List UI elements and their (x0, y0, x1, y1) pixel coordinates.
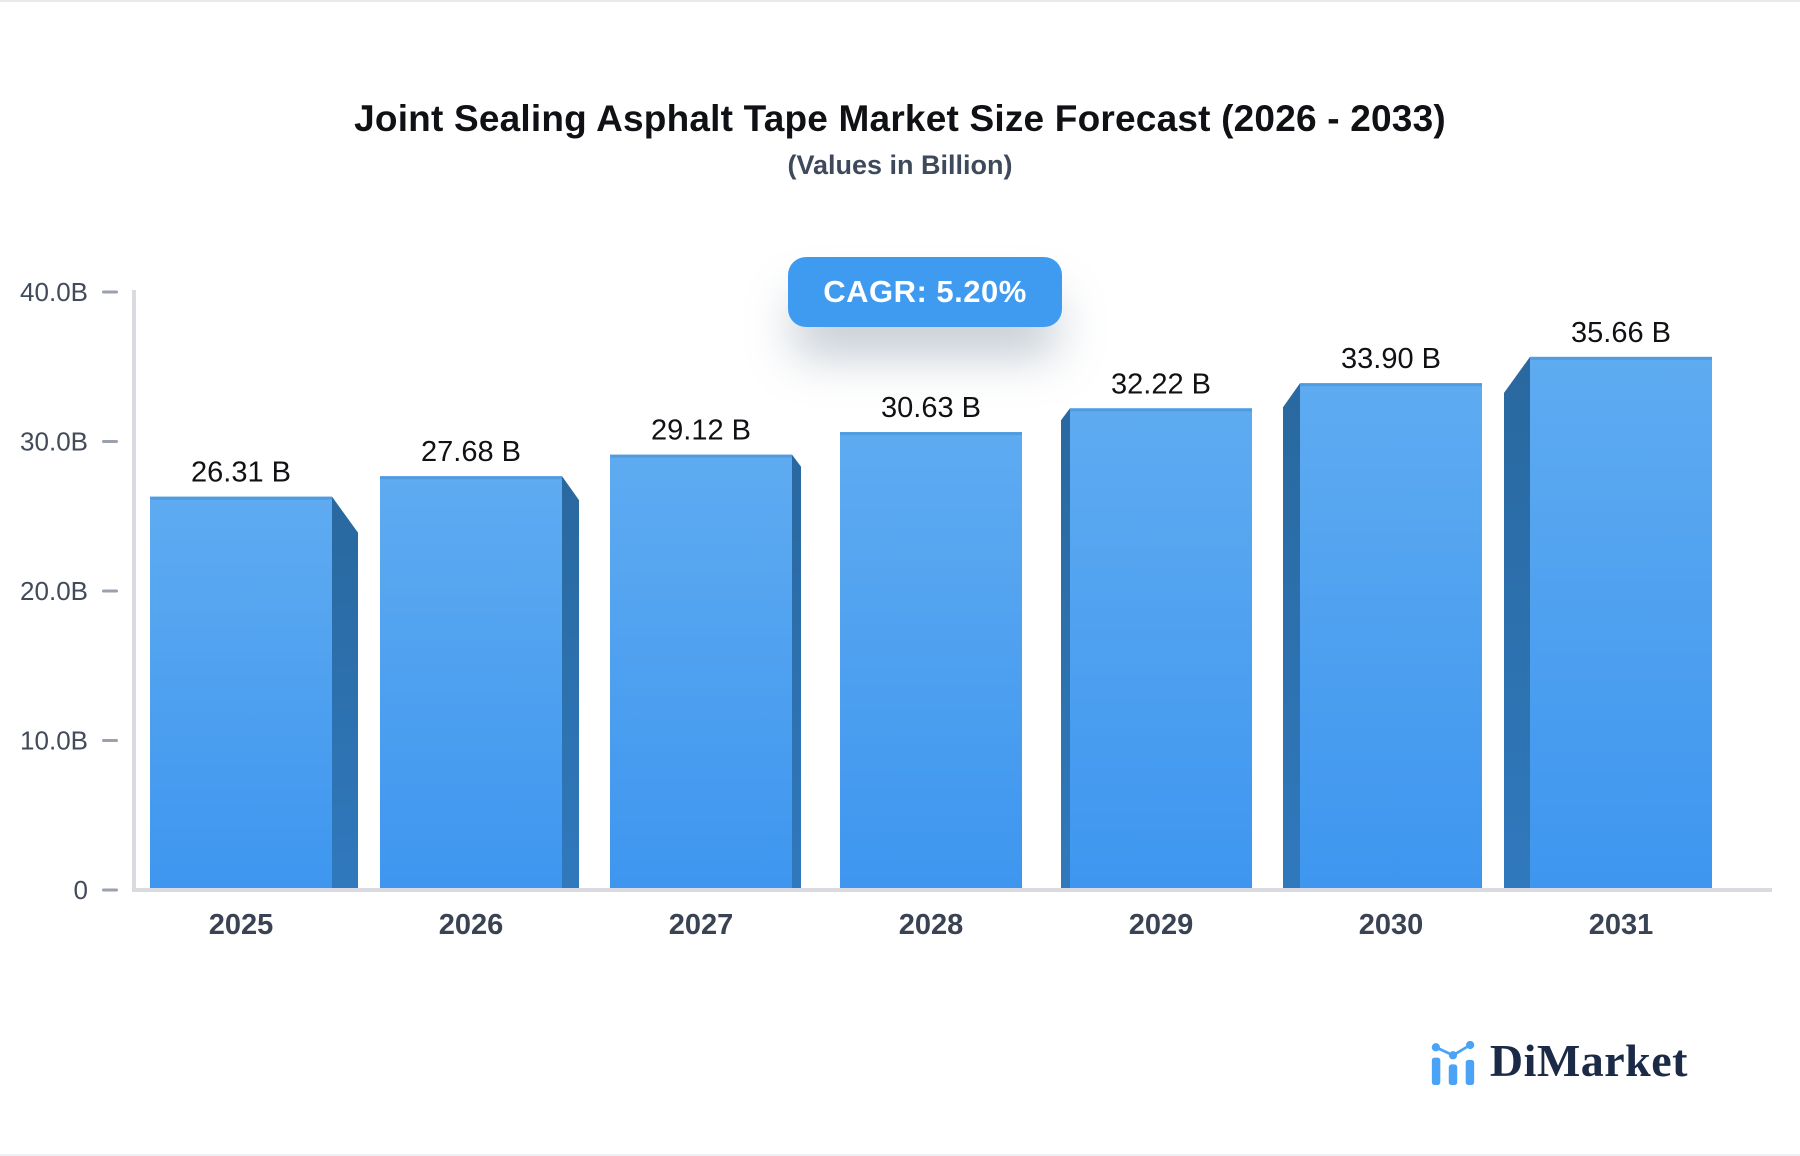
y-tick-label: 0 (74, 875, 88, 905)
bar-top-edge (1530, 356, 1712, 360)
y-tick-mark (102, 589, 118, 593)
bar (1530, 356, 1712, 890)
bar-value-label: 35.66 B (1571, 317, 1671, 349)
y-axis-line (132, 290, 136, 890)
x-axis-label: 2031 (1589, 909, 1654, 941)
y-tick-mark (102, 888, 118, 892)
y-tick-label: 40.0B (20, 277, 88, 307)
x-axis-label: 2027 (669, 909, 734, 941)
bar-top-edge (1300, 383, 1482, 387)
cagr-badge: CAGR: 5.20% (788, 257, 1062, 327)
bar (380, 476, 562, 890)
bar (1300, 383, 1482, 890)
bar-value-label: 29.12 B (651, 415, 751, 447)
bar-value-label: 33.90 B (1341, 343, 1441, 375)
bar-top-edge (1070, 408, 1252, 412)
bar (610, 454, 792, 890)
dimarket-icon (1431, 1040, 1475, 1085)
bar (1070, 408, 1252, 890)
bar-value-label: 32.22 B (1111, 368, 1211, 400)
y-tick-mark (102, 290, 118, 294)
y-tick-label: 20.0B (20, 576, 88, 606)
brand-name: DiMarket (1489, 1035, 1688, 1086)
bar-side-face (792, 454, 801, 890)
chart-subtitle: (Values in Billion) (787, 150, 1013, 180)
bar-side-face (1061, 408, 1070, 890)
bar-side-face (332, 496, 358, 890)
x-axis-label: 2026 (439, 909, 504, 941)
y-tick-label: 10.0B (20, 726, 88, 756)
bar-side-face (562, 476, 579, 890)
cagr-badge-label: CAGR: 5.20% (823, 274, 1027, 309)
x-axis-label: 2028 (899, 909, 964, 941)
bar-top-edge (840, 432, 1022, 436)
chart-title: Joint Sealing Asphalt Tape Market Size F… (354, 98, 1446, 139)
bar-value-label: 27.68 B (421, 436, 521, 468)
bar-side-face (1283, 383, 1300, 890)
bar-value-label: 26.31 B (191, 457, 291, 489)
bar (840, 432, 1022, 890)
x-axis-label: 2029 (1129, 909, 1194, 941)
bar-top-edge (610, 454, 792, 458)
y-tick-mark (102, 739, 118, 742)
y-tick-mark (102, 440, 118, 443)
x-axis-label: 2030 (1359, 909, 1424, 941)
bar-top-edge (380, 476, 562, 480)
x-axis-label: 2025 (209, 909, 274, 941)
brand-logo: DiMarket (1430, 1034, 1688, 1087)
x-axis-line (132, 888, 1772, 892)
y-tick-label: 30.0B (20, 427, 88, 457)
bar-value-label: 30.63 B (881, 392, 981, 424)
bar (150, 496, 332, 890)
bar-side-face (1504, 356, 1530, 890)
bar-top-edge (150, 496, 332, 500)
